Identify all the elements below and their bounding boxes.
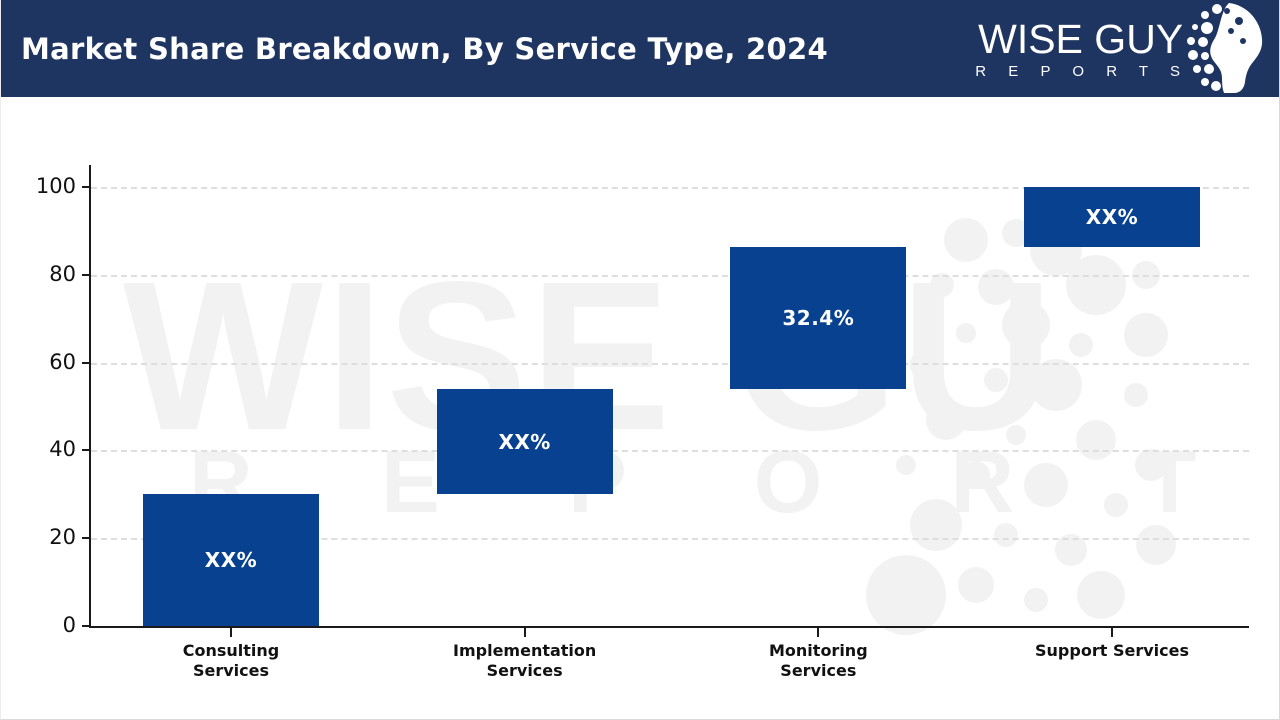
header-bar: Market Share Breakdown, By Service Type,…: [1, 0, 1279, 97]
brand-logo-name: WISE GUY: [978, 15, 1184, 62]
chart-title: Market Share Breakdown, By Service Type,…: [21, 31, 828, 66]
x-axis-line: [89, 626, 1249, 628]
x-tick-support-services: [1111, 628, 1113, 637]
brand-logo: WISE GUY R E P O R T S: [972, 1, 1267, 97]
x-category-label-implementation-services: Implementation Services: [453, 641, 597, 680]
x-tick-consulting-services: [230, 628, 232, 637]
y-tick-20: [82, 537, 91, 540]
bar-consulting-services: XX%: [143, 494, 319, 626]
y-tick-80: [82, 273, 91, 276]
bar-value-label-implementation-services: XX%: [498, 429, 551, 454]
y-tick-100: [82, 185, 91, 188]
brand-logo-subtitle: R E P O R T S: [975, 62, 1189, 80]
y-tick-label-60: 60: [49, 349, 76, 374]
bar-value-label-support-services: XX%: [1085, 204, 1139, 229]
gridline-60: [91, 362, 1249, 365]
gridline-80: [91, 274, 1249, 277]
y-tick-60: [82, 361, 91, 364]
gridline-100: [91, 186, 1249, 189]
brand-logo-text: WISE GUY R E P O R T S: [972, 15, 1189, 80]
brand-head-icon: [1183, 1, 1267, 97]
bar-value-label-monitoring-services: 32.4%: [782, 305, 855, 330]
y-tick-label-20: 20: [49, 525, 76, 550]
x-category-label-monitoring-services: Monitoring Services: [769, 641, 868, 680]
bar-monitoring-services: 32.4%: [730, 246, 907, 389]
x-category-label-consulting-services: Consulting Services: [182, 641, 280, 680]
y-tick-40: [82, 449, 91, 452]
y-tick-0: [82, 625, 91, 627]
gridline-40: [91, 450, 1249, 453]
y-tick-label-0: 0: [62, 613, 76, 637]
x-tick-implementation-services: [523, 628, 526, 637]
plot-area: 0 20 40 60 80 100 XX% Consulting Services XX% Impl…: [1, 97, 1279, 713]
y-tick-label-100: 100: [35, 173, 76, 198]
y-tick-label-40: 40: [49, 437, 76, 462]
bar-value-label-consulting-services: XX%: [204, 548, 258, 573]
y-axis-line: [89, 165, 91, 628]
gridline-20: [91, 538, 1249, 541]
x-tick-monitoring-services: [817, 628, 820, 637]
y-tick-label-80: 80: [49, 261, 76, 286]
x-category-label-support-services: Support Services: [1035, 641, 1189, 660]
bar-implementation-services: XX%: [436, 388, 613, 495]
bar-support-services: XX%: [1024, 186, 1200, 247]
